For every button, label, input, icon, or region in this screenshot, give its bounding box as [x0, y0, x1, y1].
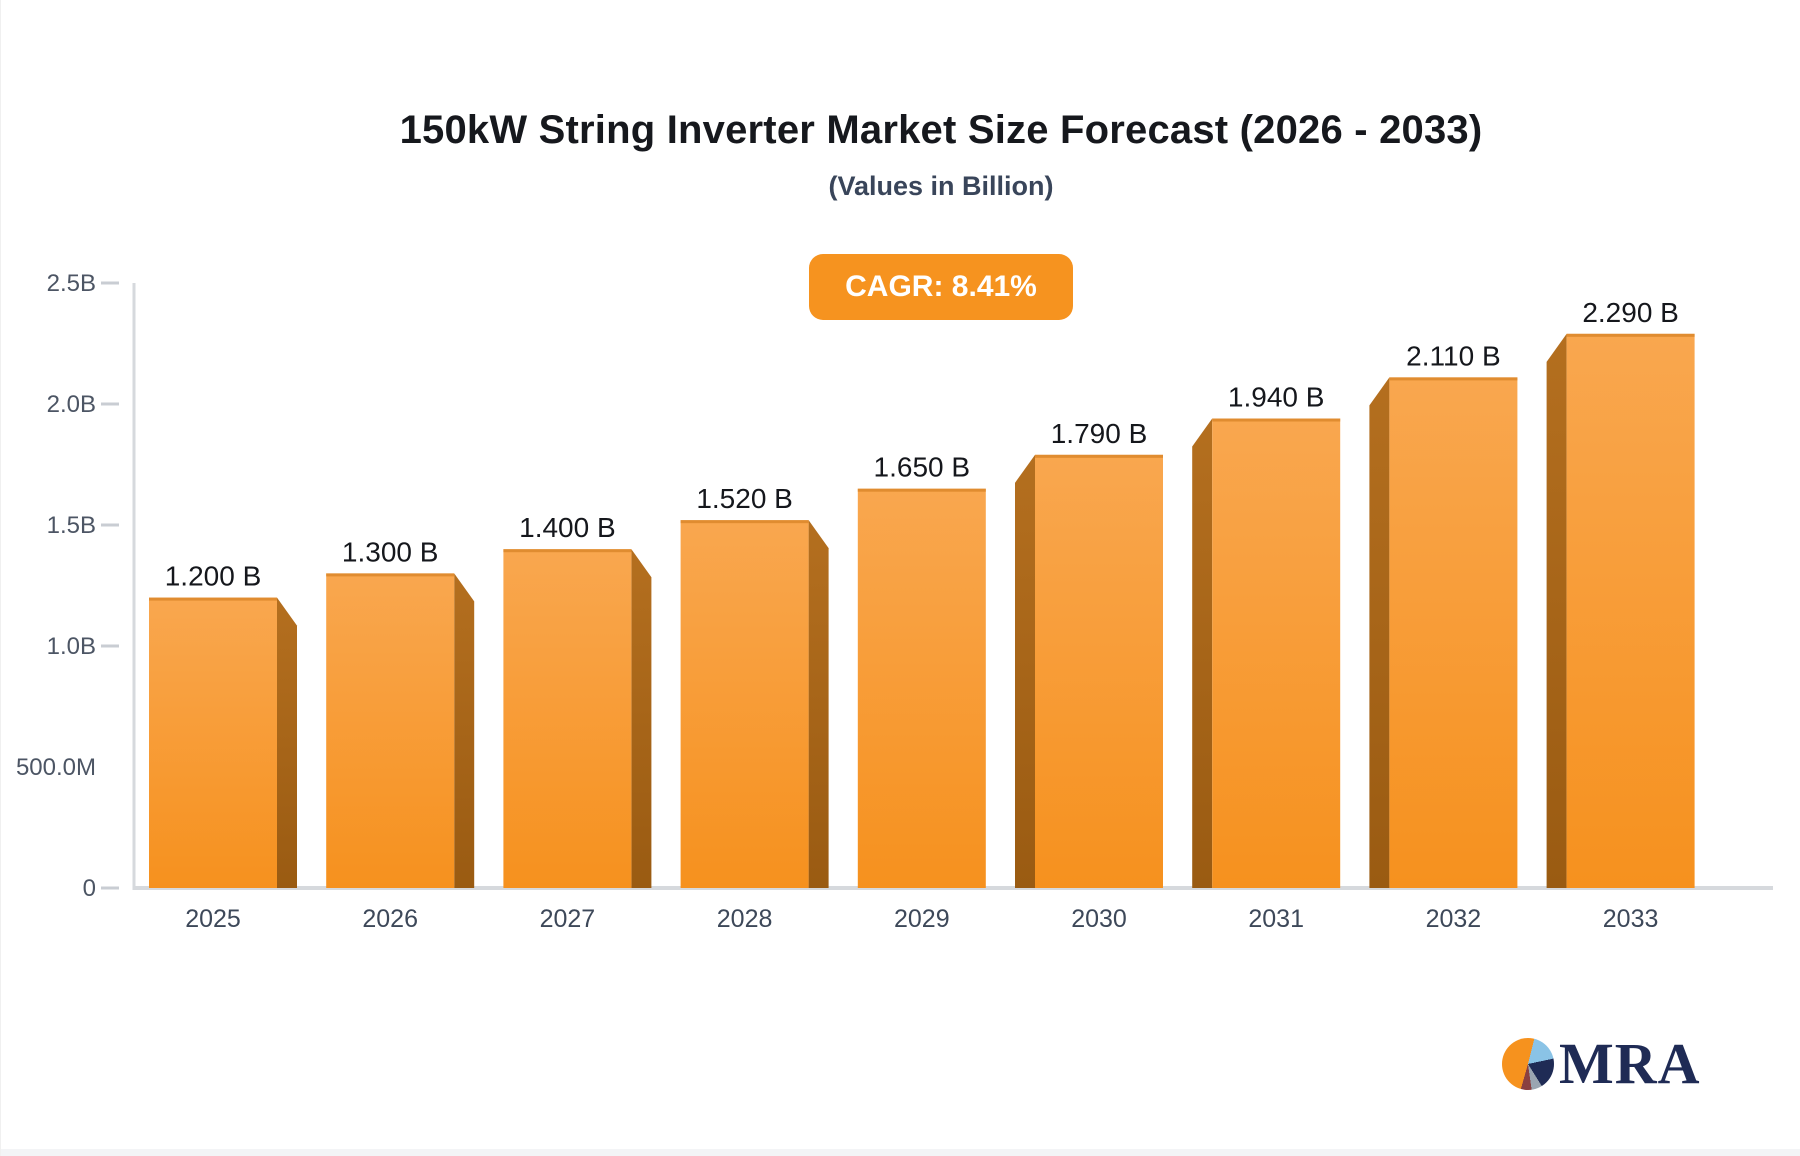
bar-top-edge-2031: [1212, 418, 1341, 422]
bar-value-label-2028: 1.520 B: [696, 483, 793, 514]
bar-value-label-2026: 1.300 B: [342, 536, 439, 567]
bar-top-edge-2026: [326, 573, 455, 577]
bar-2030[interactable]: [1035, 454, 1163, 888]
chart-header: 150kW String Inverter Market Size Foreca…: [41, 0, 1800, 320]
bar-2027[interactable]: [503, 549, 632, 888]
bar-group-2027: 1.400 B 2027: [503, 512, 652, 933]
bar-group-2026: 1.300 B 2026: [326, 536, 475, 933]
cagr-badge-label: CAGR: 8.41%: [845, 270, 1037, 303]
x-axis-label-2027: 2027: [540, 905, 596, 933]
bar-value-label-2030: 1.790 B: [1051, 418, 1148, 449]
y-axis-label-0: 0: [83, 875, 96, 902]
bar-group-2033: 2.290 B 2033: [1546, 297, 1695, 933]
bar-group-2025: 1.200 B 2025: [149, 561, 297, 933]
cagr-badge: CAGR: 8.41%: [809, 254, 1073, 320]
y-axis-label-500.0M: 500.0M: [16, 754, 96, 781]
brand-logo-text: MRA: [1559, 1031, 1701, 1096]
x-axis-label-2033: 2033: [1603, 905, 1659, 933]
x-axis-label-2031: 2031: [1248, 905, 1304, 933]
bar-top-edge-2032: [1389, 377, 1518, 381]
x-axis-label-2030: 2030: [1071, 905, 1127, 933]
bar-value-label-2032: 2.110 B: [1406, 340, 1500, 371]
bar-3d-side-2025: [277, 597, 297, 888]
bar-2033[interactable]: [1566, 333, 1695, 888]
bar-value-label-2033: 2.290 B: [1582, 297, 1679, 328]
bar-value-label-2029: 1.650 B: [874, 452, 971, 483]
bar-top-edge-2033: [1566, 333, 1695, 337]
bar-2029[interactable]: [857, 488, 986, 888]
chart-title: 150kW String Inverter Market Size Foreca…: [399, 108, 1483, 152]
bar-3d-side-2027: [631, 549, 652, 888]
bar-3d-side-2030: [1015, 454, 1035, 888]
y-axis-label-1.0B: 1.0B: [47, 633, 96, 660]
bar-value-label-2031: 1.940 B: [1228, 382, 1325, 413]
bar-value-label-2025: 1.200 B: [165, 561, 262, 592]
bar-group-2031: 1.940 B 2031: [1192, 382, 1341, 933]
x-axis-label-2029: 2029: [894, 905, 950, 933]
x-axis-label-2026: 2026: [362, 905, 418, 933]
bar-value-label-2027: 1.400 B: [519, 512, 616, 543]
y-axis-label-1.5B: 1.5B: [47, 512, 96, 539]
bar-top-edge-2030: [1035, 454, 1163, 458]
bar-3d-side-2028: [808, 520, 829, 888]
bar-3d-side-2031: [1192, 418, 1213, 888]
bar-top-edge-2029: [857, 488, 986, 492]
bar-top-edge-2027: [503, 549, 632, 553]
pie-chart-logo-icon: [1502, 1038, 1554, 1090]
bar-2025[interactable]: [149, 597, 277, 888]
y-axis-label-2.0B: 2.0B: [47, 391, 96, 418]
bar-2031[interactable]: [1212, 418, 1341, 888]
bar-top-edge-2025: [149, 597, 277, 601]
y-axis-label-2.5B: 2.5B: [47, 270, 96, 297]
bar-3d-side-2032: [1369, 377, 1390, 888]
bar-2032[interactable]: [1389, 377, 1518, 888]
bar-2028[interactable]: [680, 520, 809, 888]
x-axis-label-2032: 2032: [1426, 905, 1482, 933]
x-axis-label-2028: 2028: [717, 905, 773, 933]
bar-group-2030: 1.790 B 2030: [1015, 418, 1163, 933]
bottom-strip: [1, 1149, 1800, 1156]
brand-logo: MRA: [1502, 1031, 1701, 1096]
x-axis-label-2025: 2025: [185, 905, 241, 933]
bar-top-edge-2028: [680, 520, 809, 524]
chart-subtitle: (Values in Billion): [828, 171, 1054, 201]
bar-3d-side-2026: [454, 573, 475, 888]
bar-group-2032: 2.110 B 2032: [1369, 340, 1518, 933]
bar-2026[interactable]: [326, 573, 455, 888]
bar-group-2029: 1.650 B 2029: [857, 452, 986, 933]
bar-group-2028: 1.520 B 2028: [680, 483, 829, 933]
bar-3d-side-2033: [1546, 333, 1567, 888]
